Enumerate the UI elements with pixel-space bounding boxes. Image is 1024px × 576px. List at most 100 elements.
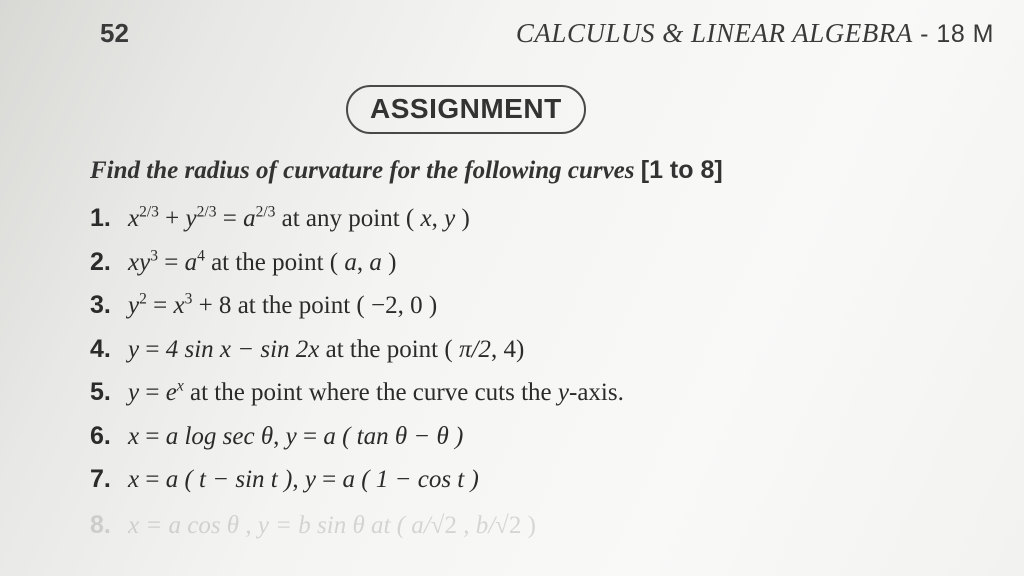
- point-y: a: [369, 249, 382, 276]
- tail-text: at the point (: [319, 336, 459, 363]
- math-var: y: [128, 379, 139, 406]
- book-title-suffix: - 18 M: [913, 20, 994, 48]
- math-var: a: [185, 249, 198, 276]
- question-item-2: 2. xy3 = a4 at the point ( a, a ): [90, 243, 994, 283]
- math-var: y: [128, 292, 139, 319]
- tail-text: at any point (: [275, 205, 420, 232]
- math-var: xy: [128, 249, 150, 276]
- instruction-range: [1 to 8]: [641, 156, 723, 184]
- question-number: 6.: [90, 417, 128, 457]
- question-item-1: 1. x2/3 + y2/3 = a2/3 at any point ( x, …: [90, 199, 994, 239]
- math-expr: a ( 1 − cos t ): [343, 466, 479, 493]
- math-sqrt: √2: [431, 512, 457, 539]
- point-x: π/2: [459, 336, 491, 363]
- point-sep: ,: [432, 205, 445, 232]
- math-eq: =: [139, 466, 166, 493]
- math-expr: 4 sin x − sin 2x: [166, 336, 320, 363]
- math-op: +: [159, 205, 186, 232]
- math-eq: =: [139, 379, 166, 406]
- math-exp: 3: [150, 247, 158, 264]
- math-eq: =: [139, 423, 166, 450]
- math-var: e: [166, 379, 177, 406]
- question-text: x = a ( t − sin t ), y = a ( 1 − cos t ): [128, 460, 479, 500]
- book-title: CALCULUS & LINEAR ALGEBRA - 18 M: [516, 18, 994, 49]
- point-y: y: [444, 205, 455, 232]
- math-const: + 8: [192, 292, 231, 319]
- math-exp: 2/3: [197, 204, 217, 221]
- math-expr: ): [521, 512, 536, 539]
- math-exp: 2/3: [139, 204, 159, 221]
- sep: ,: [292, 466, 305, 493]
- sep: ,: [273, 423, 286, 450]
- question-text: y = ex at the point where the curve cuts…: [128, 373, 624, 413]
- math-exp: 4: [197, 247, 205, 264]
- question-list: 1. x2/3 + y2/3 = a2/3 at any point ( x, …: [90, 199, 994, 545]
- math-eq: =: [316, 466, 343, 493]
- math-var: y: [286, 423, 297, 450]
- math-var: a: [243, 205, 256, 232]
- point-y: 4: [503, 336, 516, 363]
- math-sqrt: √2: [495, 512, 521, 539]
- question-item-5: 5. y = ex at the point where the curve c…: [90, 373, 994, 413]
- question-text: x2/3 + y2/3 = a2/3 at any point ( x, y ): [128, 199, 470, 239]
- question-item-6: 6. x = a log sec θ, y = a ( tan θ − θ ): [90, 417, 994, 457]
- question-number: 3.: [90, 286, 128, 326]
- book-title-main: CALCULUS & LINEAR ALGEBRA: [516, 18, 913, 48]
- math-expr: a ( t − sin t ): [166, 466, 293, 493]
- instruction-line: Find the radius of curvature for the fol…: [90, 156, 994, 185]
- math-var: x: [128, 466, 139, 493]
- math-exp: 2: [139, 291, 147, 308]
- math-var: y: [128, 336, 139, 363]
- math-expr: a ( tan θ − θ ): [323, 423, 463, 450]
- point-x: a: [344, 249, 357, 276]
- point-close: ): [516, 336, 524, 363]
- page-header: 52 CALCULUS & LINEAR ALGEBRA - 18 M: [60, 18, 994, 49]
- point-close: ): [455, 205, 470, 232]
- math-exp: x: [177, 378, 184, 395]
- question-text: y = 4 sin x − sin 2x at the point ( π/2,…: [128, 330, 524, 370]
- point-close: ): [382, 249, 397, 276]
- math-expr: , b/: [457, 512, 495, 539]
- question-number: 4.: [90, 330, 128, 370]
- math-expr: x = a cos θ , y = b sin θ at ( a/: [128, 512, 431, 539]
- math-eq: =: [158, 249, 185, 276]
- point-sep: ,: [357, 249, 370, 276]
- math-expr: a log sec θ: [166, 423, 273, 450]
- math-exp: 2/3: [256, 204, 276, 221]
- math-var: y: [186, 205, 197, 232]
- question-text: x = a log sec θ, y = a ( tan θ − θ ): [128, 417, 463, 457]
- page-number: 52: [100, 18, 129, 49]
- point-y: 0: [410, 292, 423, 319]
- textbook-page: 52 CALCULUS & LINEAR ALGEBRA - 18 M ASSI…: [0, 0, 1024, 576]
- question-number: 1.: [90, 199, 128, 239]
- math-eq: =: [147, 292, 174, 319]
- question-number: 7.: [90, 460, 128, 500]
- question-item-4: 4. y = 4 sin x − sin 2x at the point ( π…: [90, 330, 994, 370]
- question-number: 8.: [90, 506, 128, 546]
- math-eq: =: [139, 336, 166, 363]
- point-close: ): [423, 292, 438, 319]
- math-var: y: [305, 466, 316, 493]
- instruction-text: Find the radius of curvature for the fol…: [90, 157, 641, 184]
- question-text: x = a cos θ , y = b sin θ at ( a/√2 , b/…: [128, 506, 536, 546]
- assignment-label: ASSIGNMENT: [370, 93, 562, 124]
- question-item-8-cutoff: 8. x = a cos θ , y = b sin θ at ( a/√2 ,…: [90, 506, 994, 546]
- math-var: x: [128, 205, 139, 232]
- tail-text: at the point where the curve cuts the: [184, 379, 558, 406]
- math-var: x: [173, 292, 184, 319]
- question-number: 2.: [90, 243, 128, 283]
- point-sep: ,: [491, 336, 504, 363]
- question-text: xy3 = a4 at the point ( a, a ): [128, 243, 396, 283]
- question-item-7: 7. x = a ( t − sin t ), y = a ( 1 − cos …: [90, 460, 994, 500]
- point-x: x: [420, 205, 431, 232]
- axis-word: -axis.: [569, 379, 624, 406]
- point-sep: ,: [398, 292, 411, 319]
- point-x: −2: [371, 292, 398, 319]
- question-item-3: 3. y2 = x3 + 8 at the point ( −2, 0 ): [90, 286, 994, 326]
- assignment-box: ASSIGNMENT: [346, 85, 586, 134]
- question-number: 5.: [90, 373, 128, 413]
- math-eq: =: [216, 205, 243, 232]
- math-eq: =: [297, 423, 324, 450]
- axis-var: y: [558, 379, 569, 406]
- tail-text: at the point (: [231, 292, 371, 319]
